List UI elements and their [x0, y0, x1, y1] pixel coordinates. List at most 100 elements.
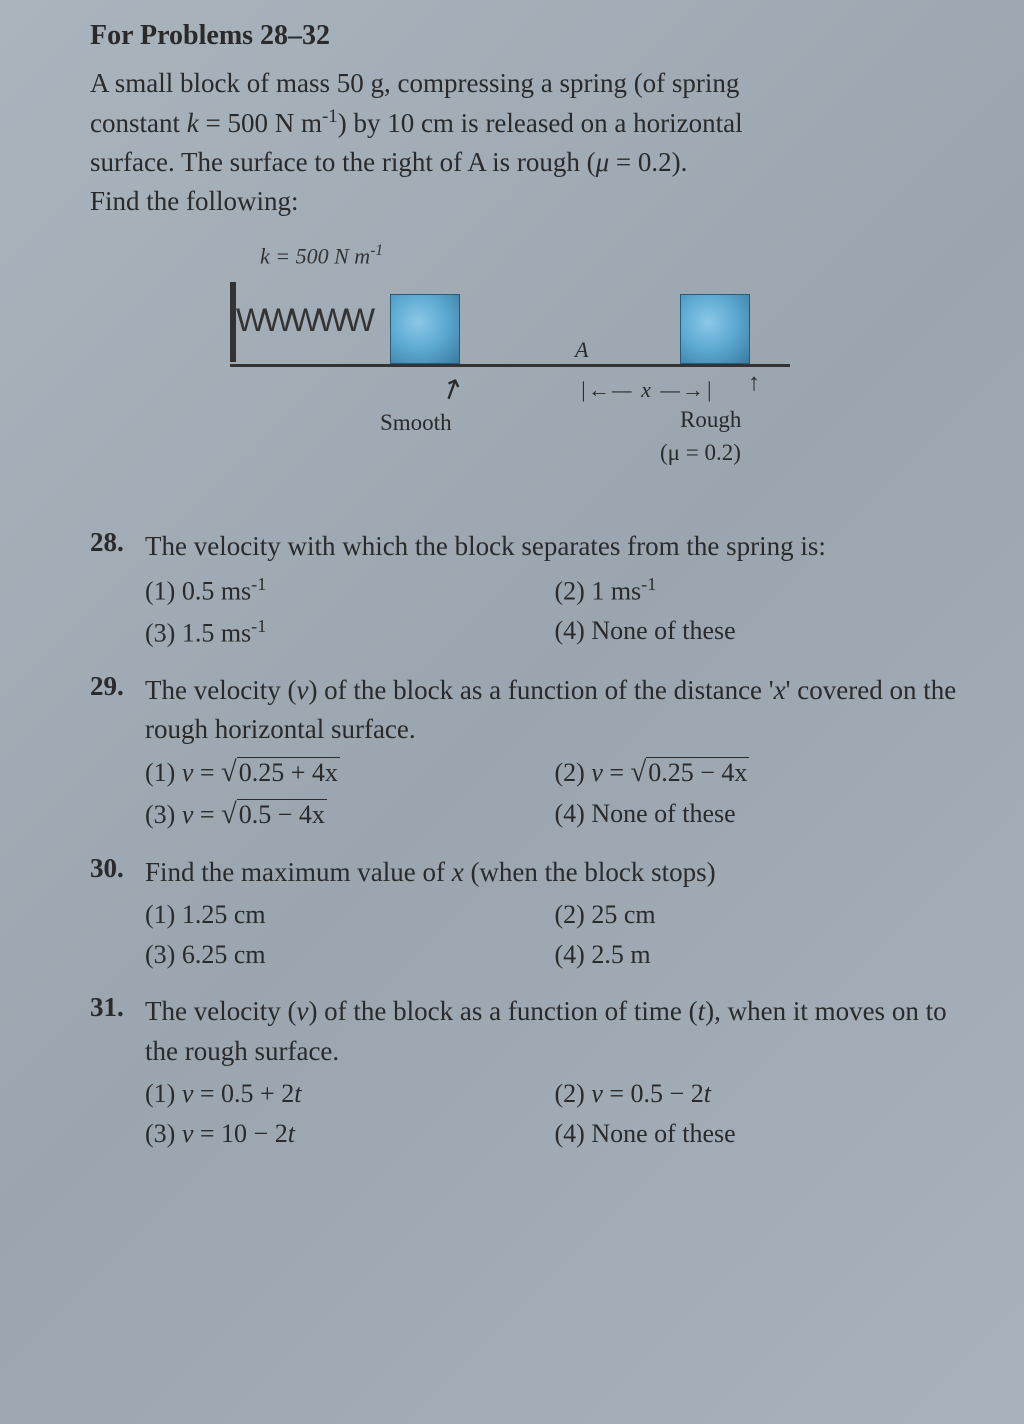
option-label: (2) 1 ms	[555, 576, 642, 605]
option: (4) None of these	[555, 1119, 965, 1149]
block-right	[680, 294, 750, 364]
smooth-label: Smooth	[380, 410, 452, 436]
option-sup: -1	[251, 574, 266, 594]
k-value: = 500 N m	[270, 243, 370, 268]
opt-pre: (2)	[555, 758, 592, 787]
spring-constant-label: k = 500 N m-1	[260, 242, 383, 269]
radicand: 0.25 + 4x	[237, 757, 340, 787]
q-var-t: t	[698, 996, 706, 1026]
question-29: 29. The velocity (v) of the block as a f…	[90, 671, 964, 749]
q-text-post: (when the block stops)	[464, 857, 716, 887]
section-heading: For Problems 28–32	[90, 20, 964, 52]
option: (2) 1 ms-1	[555, 574, 965, 607]
sqrt-icon: 0.5 − 4x	[221, 799, 327, 831]
option: (3) v = 10 − 2t	[145, 1119, 555, 1149]
q-var-x: x	[452, 857, 464, 887]
question-31: 31. The velocity (v) of the block as a f…	[90, 992, 964, 1070]
opt-v: v	[182, 800, 194, 829]
opt-v: v	[182, 1079, 194, 1108]
option-label: (4) None of these	[555, 616, 736, 645]
rough-label: Rough	[680, 407, 741, 433]
question-31-options: (1) v = 0.5 + 2t (2) v = 0.5 − 2t (3) v …	[145, 1079, 964, 1149]
option: (3) 1.5 ms-1	[145, 616, 555, 649]
option-label: (1) 0.5 ms	[145, 576, 251, 605]
opt-pre: (1)	[145, 1079, 182, 1108]
q-text-pre: The velocity (	[145, 675, 296, 705]
option: (1) v = 0.5 + 2t	[145, 1079, 555, 1109]
passage-line3-post: = 0.2).	[609, 147, 687, 177]
opt-pre: (2)	[555, 1079, 592, 1108]
passage-line2-pre: constant	[90, 108, 187, 138]
k-exp: -1	[370, 242, 383, 259]
question-text: The velocity (v) of the block as a funct…	[145, 671, 964, 749]
option: (4) None of these	[555, 616, 965, 649]
q-text-mid: ) of the block as a function of time (	[308, 996, 697, 1026]
question-29-options: (1) v = 0.25 + 4x (2) v = 0.25 − 4x (3) …	[145, 757, 964, 831]
question-number: 30.	[90, 853, 145, 892]
option: (1) 1.25 cm	[145, 900, 555, 930]
option: (2) v = 0.5 − 2t	[555, 1079, 965, 1109]
opt-v: v	[182, 758, 194, 787]
opt-pre: (3)	[145, 800, 182, 829]
passage-line2-mid: = 500 N m	[199, 108, 322, 138]
q-var-v: v	[296, 675, 308, 705]
q-text-mid: ) of the block as a function of the dist…	[308, 675, 773, 705]
option: (2) 25 cm	[555, 900, 965, 930]
question-28-options: (1) 0.5 ms-1 (2) 1 ms-1 (3) 1.5 ms-1 (4)…	[145, 574, 964, 649]
opt-eq: = 10 − 2	[193, 1119, 287, 1148]
option: (1) v = 0.25 + 4x	[145, 757, 555, 789]
q-var-v: v	[296, 996, 308, 1026]
opt-pre: (1)	[145, 758, 182, 787]
passage-line4: Find the following:	[90, 186, 299, 216]
option: (4) None of these	[555, 799, 965, 831]
opt-pre: (3)	[145, 1119, 182, 1148]
passage-line2-post: ) by 10 cm is released on a horizontal	[338, 108, 743, 138]
opt-v: v	[591, 758, 603, 787]
surface-line	[230, 364, 790, 367]
opt-eq: = 0.5 − 2	[603, 1079, 704, 1108]
block-left	[390, 294, 460, 364]
question-28: 28. The velocity with which the block se…	[90, 527, 964, 566]
opt-t: t	[294, 1079, 301, 1108]
question-30: 30. Find the maximum value of x (when th…	[90, 853, 964, 892]
passage-line1: A small block of mass 50 g, compressing …	[90, 68, 739, 98]
option: (2) v = 0.25 − 4x	[555, 757, 965, 789]
point-a-label: A	[575, 337, 588, 363]
smooth-arrow-icon: ↗	[434, 368, 470, 409]
question-number: 28.	[90, 527, 145, 566]
opt-v: v	[591, 1079, 603, 1108]
option-label: (3) 1.5 ms	[145, 619, 251, 648]
sqrt-icon: 0.25 + 4x	[221, 757, 340, 789]
question-text: The velocity (v) of the block as a funct…	[145, 992, 964, 1070]
spring-icon: WWWWW	[236, 302, 372, 339]
q-var-x: x	[774, 675, 786, 705]
opt-v: v	[182, 1119, 194, 1148]
passage-mu: μ	[596, 147, 610, 177]
question-text: Find the maximum value of x (when the bl…	[145, 853, 964, 892]
opt-eq: =	[603, 758, 631, 787]
question-30-options: (1) 1.25 cm (2) 25 cm (3) 6.25 cm (4) 2.…	[145, 900, 964, 970]
q-text-pre: The velocity (	[145, 996, 296, 1026]
option-sup: -1	[251, 616, 266, 636]
passage-line2-exp: -1	[322, 106, 338, 127]
rough-arrow-icon: ↑	[748, 370, 760, 397]
option: (1) 0.5 ms-1	[145, 574, 555, 607]
mu-label: (μ = 0.2)	[660, 440, 741, 466]
opt-eq: =	[193, 758, 221, 787]
q-text-pre: Find the maximum value of	[145, 857, 452, 887]
option-sup: -1	[641, 574, 656, 594]
option: (3) 6.25 cm	[145, 940, 555, 970]
opt-t: t	[288, 1119, 295, 1148]
option: (3) v = 0.5 − 4x	[145, 799, 555, 831]
radicand: 0.5 − 4x	[237, 799, 327, 829]
problem-passage: A small block of mass 50 g, compressing …	[90, 64, 964, 222]
question-number: 29.	[90, 671, 145, 749]
question-number: 31.	[90, 992, 145, 1070]
sqrt-icon: 0.25 − 4x	[631, 757, 750, 789]
question-text: The velocity with which the block separa…	[145, 527, 964, 566]
opt-eq: =	[193, 800, 221, 829]
radicand: 0.25 − 4x	[646, 757, 749, 787]
option: (4) 2.5 m	[555, 940, 965, 970]
passage-line3-pre: surface. The surface to the right of A i…	[90, 147, 596, 177]
physics-diagram: k = 500 N m-1 WWWWW A ↗ Smooth |←— x —→|…	[210, 242, 860, 502]
